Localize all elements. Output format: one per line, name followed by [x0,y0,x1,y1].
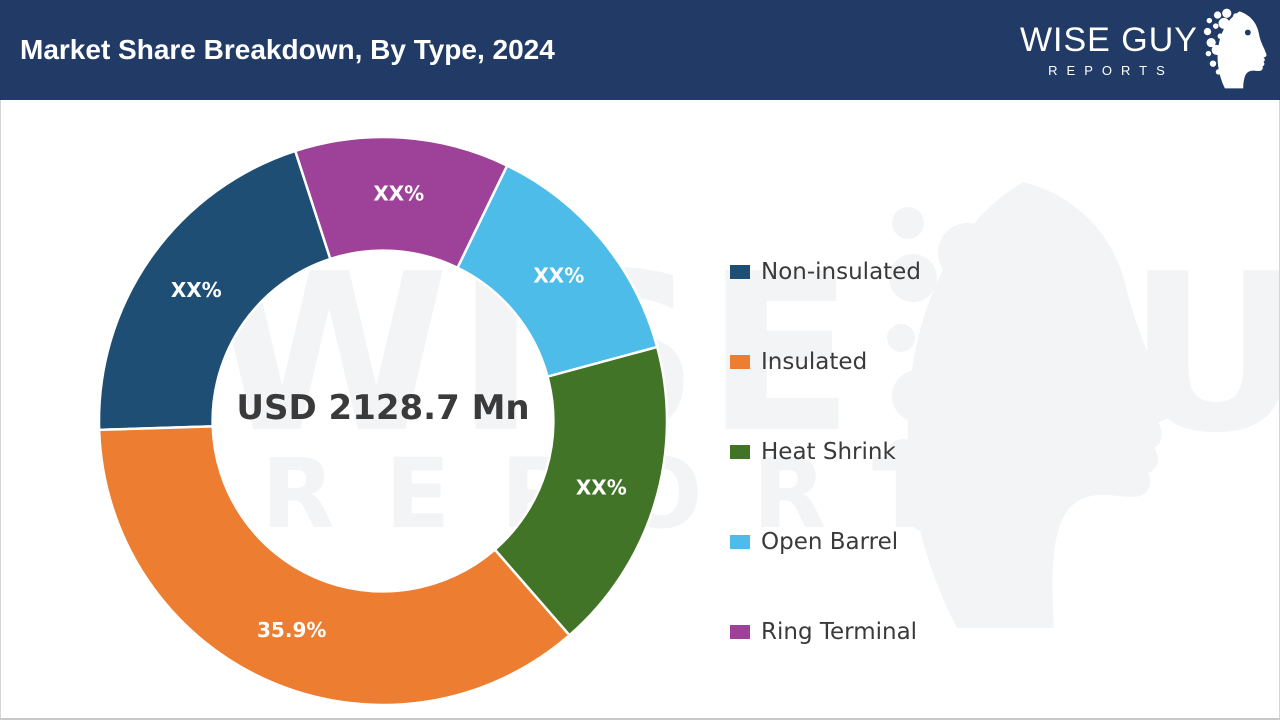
donut-segment-heat-shrink [493,345,669,637]
watermark-face-icon [887,182,1171,628]
legend-swatch [730,535,750,549]
chart-area: WISE GUY REPORTS XX%35.9%XX%XX%XX% USD 2… [0,100,1280,720]
segment-value-label: XX% [576,475,627,499]
legend-swatch [730,625,750,639]
legend-label: Open Barrel [761,529,899,555]
legend-label: Insulated [761,349,868,375]
legend-item-open-barrel: Open Barrel [730,528,921,556]
donut-chart: XX% 35.9% XX% XX% XX% [97,135,669,707]
legend: Non-insulated Insulated Heat Shrink Open Ba… [730,258,921,708]
donut-center-value: USD 2128.7 Mn [236,388,530,428]
logo-subtitle: REPORTS [1048,63,1174,78]
legend-item-ring-terminal: Ring Terminal [730,618,921,646]
header-bar: Market Share Breakdown, By Type, 2024 WI… [0,0,1280,100]
legend-item-heat-shrink: Heat Shrink [730,438,921,466]
donut-segment-non-insulated [97,149,332,432]
segment-value-label: XX% [171,278,222,302]
donut-segment-ring-terminal [293,135,509,269]
legend-label: Non-insulated [761,259,921,285]
legend-swatch [730,355,750,369]
legend-swatch [730,445,750,459]
segment-value-label: XX% [373,181,424,205]
logo-text: WISE GUY REPORTS [1020,21,1198,78]
segment-value-label: 35.9% [257,618,326,642]
wise-guy-reports-logo: WISE GUY REPORTS [1016,7,1268,93]
page-title: Market Share Breakdown, By Type, 2024 [20,34,555,65]
legend-swatch [730,265,750,279]
legend-label: Heat Shrink [761,439,896,465]
segment-value-label: XX% [533,264,584,288]
logo-wordmark: WISE GUY [1019,21,1198,59]
legend-label: Ring Terminal [761,619,918,645]
donut-segment-insulated [97,425,571,707]
legend-item-non-insulated: Non-insulated [730,258,921,286]
legend-item-insulated: Insulated [730,348,921,376]
logo-face-icon [1203,8,1267,89]
